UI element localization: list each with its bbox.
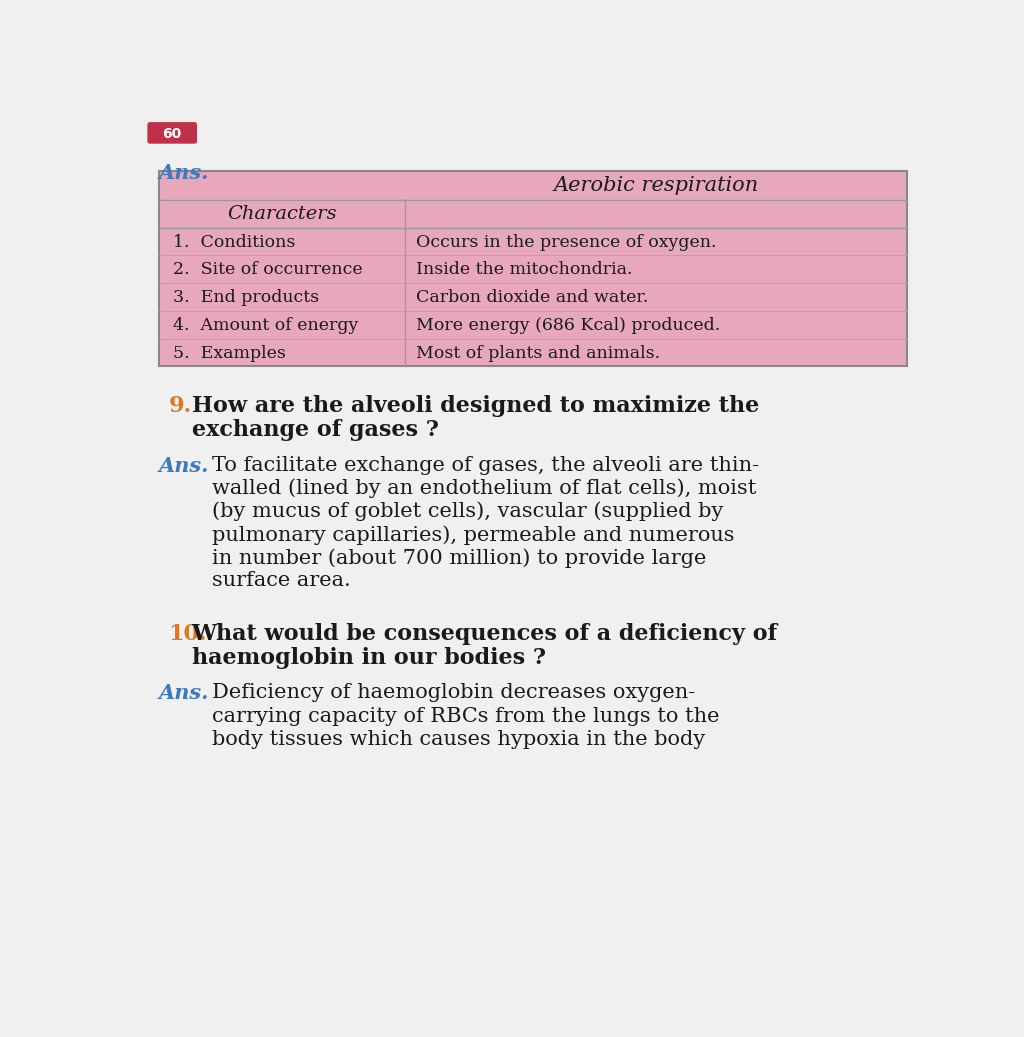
Text: (by mucus of goblet cells), vascular (supplied by: (by mucus of goblet cells), vascular (su…	[212, 502, 723, 522]
Bar	[159, 338, 406, 366]
Text: walled (lined by an endothelium of flat cells), moist: walled (lined by an endothelium of flat …	[212, 479, 756, 499]
Bar	[159, 227, 406, 255]
Text: Characters: Characters	[227, 204, 337, 223]
Text: 3.  End products: 3. End products	[173, 289, 319, 306]
Text: To facilitate exchange of gases, the alveoli are thin-: To facilitate exchange of gases, the alv…	[212, 455, 759, 475]
Bar	[406, 283, 907, 311]
Bar	[406, 200, 907, 227]
Text: haemoglobin in our bodies ?: haemoglobin in our bodies ?	[191, 646, 546, 669]
Text: Aerobic respiration: Aerobic respiration	[554, 175, 759, 195]
Bar	[406, 338, 907, 366]
Bar	[159, 311, 406, 338]
Text: What would be consequences of a deficiency of: What would be consequences of a deficien…	[191, 623, 777, 645]
Text: How are the alveoli designed to maximize the: How are the alveoli designed to maximize…	[191, 395, 759, 418]
Text: 60: 60	[163, 127, 182, 141]
Text: 1.  Conditions: 1. Conditions	[173, 233, 295, 251]
Bar	[406, 255, 907, 283]
Bar	[159, 255, 406, 283]
Bar	[406, 227, 907, 255]
Bar	[406, 171, 907, 200]
Text: 2.  Site of occurrence: 2. Site of occurrence	[173, 261, 362, 279]
Text: More energy (686 Kcal) produced.: More energy (686 Kcal) produced.	[417, 317, 721, 334]
Bar	[406, 311, 907, 338]
Text: body tissues which causes hypoxia in the body: body tissues which causes hypoxia in the…	[212, 730, 705, 749]
Text: Ans.: Ans.	[159, 683, 209, 703]
FancyBboxPatch shape	[147, 122, 197, 144]
Text: 5.  Examples: 5. Examples	[173, 344, 286, 362]
Text: Ans.: Ans.	[159, 163, 209, 183]
Bar	[159, 171, 907, 366]
Text: Most of plants and animals.: Most of plants and animals.	[417, 344, 660, 362]
Text: 10.: 10.	[168, 623, 207, 645]
Text: Ans.: Ans.	[159, 455, 209, 476]
Text: 9.: 9.	[168, 395, 191, 418]
Text: in number (about 700 million) to provide large: in number (about 700 million) to provide…	[212, 548, 707, 567]
Bar	[159, 200, 406, 227]
Text: Carbon dioxide and water.: Carbon dioxide and water.	[417, 289, 648, 306]
Text: Occurs in the presence of oxygen.: Occurs in the presence of oxygen.	[417, 233, 717, 251]
Text: Inside the mitochondria.: Inside the mitochondria.	[417, 261, 633, 279]
Bar	[159, 171, 406, 200]
Bar	[159, 283, 406, 311]
Text: pulmonary capillaries), permeable and numerous: pulmonary capillaries), permeable and nu…	[212, 525, 734, 544]
Text: Deficiency of haemoglobin decreases oxygen-: Deficiency of haemoglobin decreases oxyg…	[212, 683, 695, 702]
Text: carrying capacity of RBCs from the lungs to the: carrying capacity of RBCs from the lungs…	[212, 706, 719, 726]
Text: 4.  Amount of energy: 4. Amount of energy	[173, 317, 358, 334]
Text: exchange of gases ?: exchange of gases ?	[191, 419, 438, 441]
Text: surface area.: surface area.	[212, 571, 350, 590]
